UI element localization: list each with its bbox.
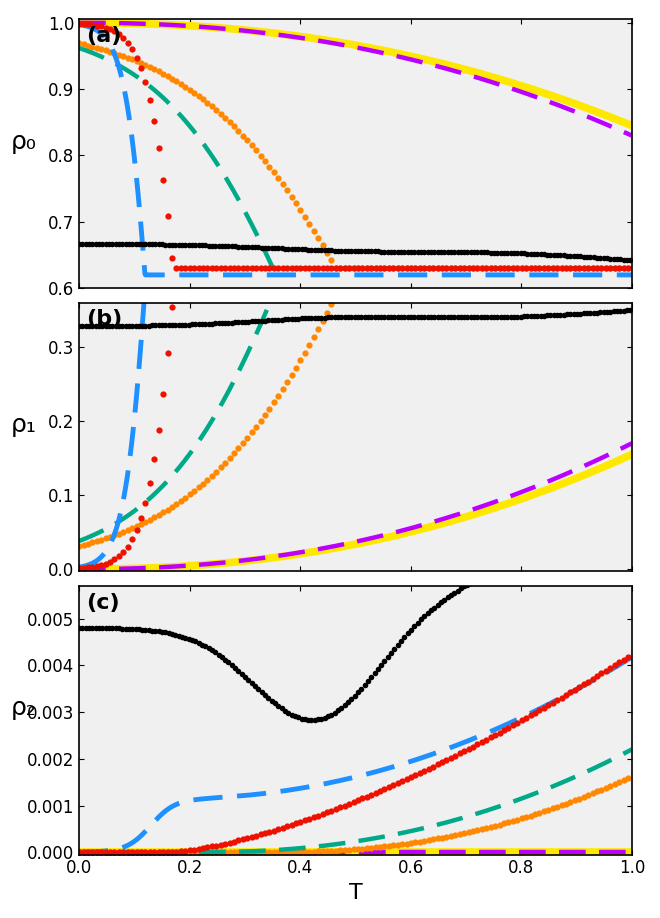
Y-axis label: ρ₀: ρ₀: [11, 129, 37, 154]
Text: (b): (b): [86, 309, 123, 330]
X-axis label: T: T: [348, 883, 362, 903]
Y-axis label: ρ₂: ρ₂: [11, 696, 37, 721]
Text: (c): (c): [86, 592, 120, 612]
Text: (a): (a): [86, 26, 121, 46]
Y-axis label: ρ₁: ρ₁: [11, 413, 37, 437]
